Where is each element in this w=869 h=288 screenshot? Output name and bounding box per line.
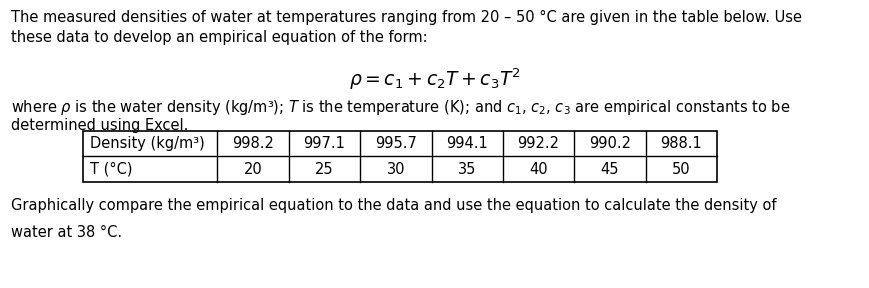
Text: 988.1: 988.1: [660, 136, 701, 151]
Text: 990.2: 990.2: [588, 136, 630, 151]
Text: Graphically compare the empirical equation to the data and use the equation to c: Graphically compare the empirical equati…: [11, 198, 776, 213]
Text: where $\rho$ is the water density (kg/m³); $T$ is the temperature (K); and $c_1$: where $\rho$ is the water density (kg/m³…: [11, 98, 790, 117]
Text: water at 38 °C.: water at 38 °C.: [11, 225, 123, 240]
Text: 20: 20: [243, 162, 262, 177]
Text: 997.1: 997.1: [303, 136, 345, 151]
Bar: [83, 131, 716, 182]
Text: $\rho = c_1 + c_2T + c_3T^2$: $\rho = c_1 + c_2T + c_3T^2$: [348, 66, 521, 92]
Text: 40: 40: [528, 162, 547, 177]
Text: 995.7: 995.7: [375, 136, 416, 151]
Text: 992.2: 992.2: [517, 136, 559, 151]
Text: 30: 30: [386, 162, 405, 177]
Text: 45: 45: [600, 162, 619, 177]
Text: Density (kg/m³): Density (kg/m³): [90, 136, 204, 151]
Text: 50: 50: [671, 162, 690, 177]
Text: 25: 25: [315, 162, 334, 177]
Text: 994.1: 994.1: [446, 136, 488, 151]
Text: these data to develop an empirical equation of the form:: these data to develop an empirical equat…: [11, 30, 428, 45]
Text: determined using Excel.: determined using Excel.: [11, 118, 189, 133]
Text: 998.2: 998.2: [232, 136, 274, 151]
Text: The measured densities of water at temperatures ranging from 20 – 50 °C are give: The measured densities of water at tempe…: [11, 10, 801, 25]
Text: T (°C): T (°C): [90, 162, 132, 177]
Text: 35: 35: [457, 162, 476, 177]
